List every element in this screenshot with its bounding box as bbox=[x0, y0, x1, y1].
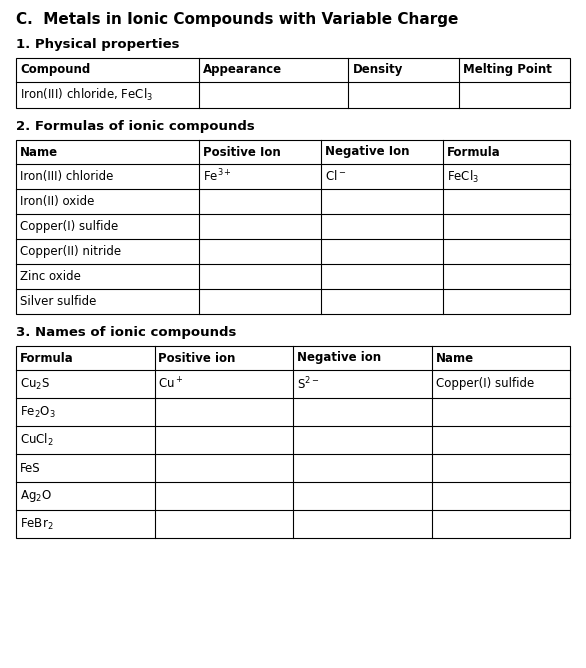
Text: Formula: Formula bbox=[447, 146, 500, 158]
Text: Positive Ion: Positive Ion bbox=[203, 146, 281, 158]
Text: C.  Metals in Ionic Compounds with Variable Charge: C. Metals in Ionic Compounds with Variab… bbox=[16, 12, 458, 27]
Text: Negative Ion: Negative Ion bbox=[325, 146, 409, 158]
Text: Melting Point: Melting Point bbox=[463, 63, 552, 77]
Text: Density: Density bbox=[352, 63, 403, 77]
Text: Silver sulfide: Silver sulfide bbox=[20, 295, 96, 308]
Text: Cl$^-$: Cl$^-$ bbox=[325, 170, 346, 184]
Text: CuCl$_2$: CuCl$_2$ bbox=[20, 432, 54, 448]
Text: Iron(II) oxide: Iron(II) oxide bbox=[20, 195, 94, 208]
Text: Cu$_2$S: Cu$_2$S bbox=[20, 377, 50, 391]
Text: Compound: Compound bbox=[20, 63, 90, 77]
Text: Cu$^+$: Cu$^+$ bbox=[158, 376, 184, 391]
Text: Copper(I) sulfide: Copper(I) sulfide bbox=[20, 220, 118, 233]
Text: FeS: FeS bbox=[20, 462, 40, 474]
Text: Name: Name bbox=[435, 351, 473, 365]
Text: 1. Physical properties: 1. Physical properties bbox=[16, 38, 179, 51]
Text: Name: Name bbox=[20, 146, 58, 158]
Text: Fe$^{3+}$: Fe$^{3+}$ bbox=[203, 168, 232, 185]
Text: Copper(II) nitride: Copper(II) nitride bbox=[20, 245, 121, 258]
Text: S$^{2-}$: S$^{2-}$ bbox=[297, 375, 319, 392]
Text: FeBr$_2$: FeBr$_2$ bbox=[20, 516, 53, 532]
Text: Iron(III) chloride: Iron(III) chloride bbox=[20, 170, 113, 183]
Text: Copper(I) sulfide: Copper(I) sulfide bbox=[435, 377, 534, 391]
Text: 2. Formulas of ionic compounds: 2. Formulas of ionic compounds bbox=[16, 120, 255, 133]
Text: Positive ion: Positive ion bbox=[158, 351, 236, 365]
Text: 3. Names of ionic compounds: 3. Names of ionic compounds bbox=[16, 326, 236, 339]
Text: Zinc oxide: Zinc oxide bbox=[20, 270, 81, 283]
Bar bbox=[16, 140, 570, 314]
Text: Appearance: Appearance bbox=[203, 63, 282, 77]
Text: Ag$_2$O: Ag$_2$O bbox=[20, 488, 52, 504]
Text: Negative ion: Negative ion bbox=[297, 351, 381, 365]
Text: Formula: Formula bbox=[20, 351, 74, 365]
Bar bbox=[16, 58, 570, 108]
Text: Fe$_2$O$_3$: Fe$_2$O$_3$ bbox=[20, 404, 56, 420]
Text: FeCl$_3$: FeCl$_3$ bbox=[447, 168, 479, 184]
Bar bbox=[16, 346, 570, 538]
Text: Iron(III) chloride, FeCl$_3$: Iron(III) chloride, FeCl$_3$ bbox=[20, 87, 153, 103]
